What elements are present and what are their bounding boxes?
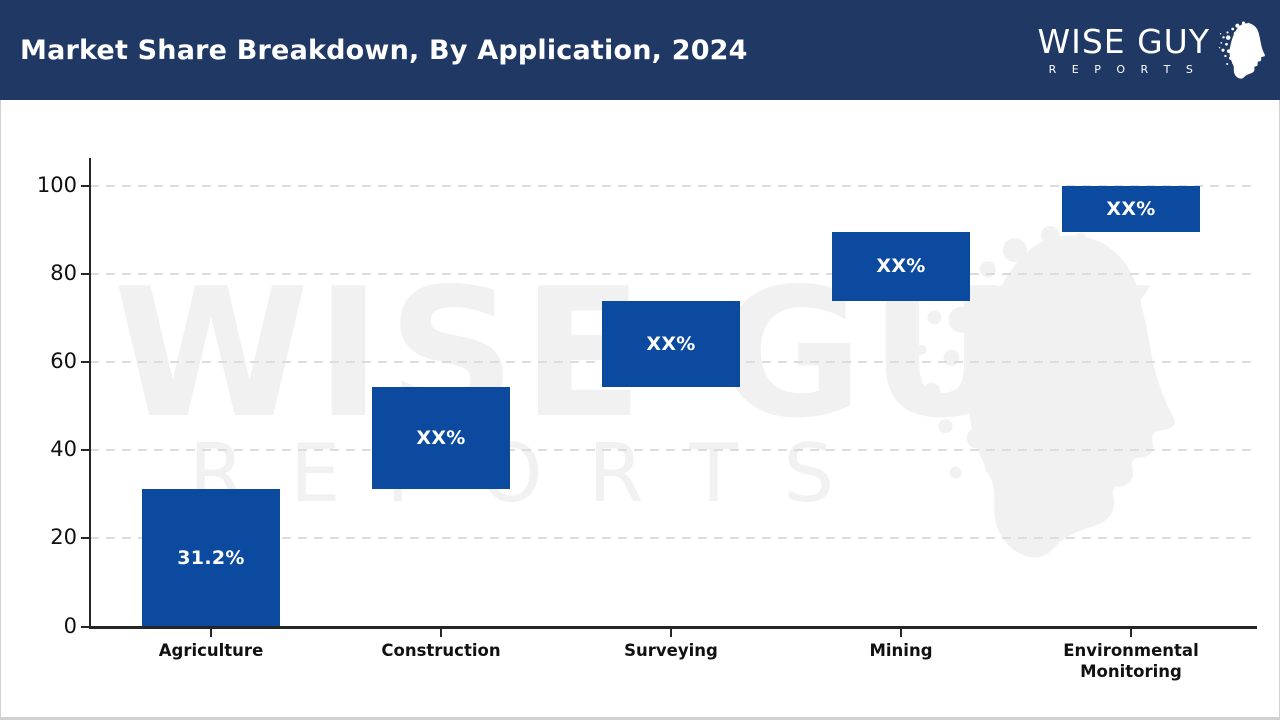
bar-construction: XX%	[372, 386, 510, 490]
gridline	[90, 273, 1256, 276]
logo-subtext: R E P O R T S	[1048, 62, 1199, 76]
y-tick-label: 20	[50, 525, 77, 550]
bar-surveying: XX%	[602, 300, 740, 387]
x-axis-label: Mining	[869, 641, 933, 660]
gridline	[90, 449, 1256, 452]
chart-area: WISE GUY R E P O R T S 0 20 40 60 80 100 31.2%…	[0, 100, 1280, 720]
logo-text: WISE GUY R E P O R T S	[1037, 25, 1210, 76]
wiseguy-logo: WISE GUY R E P O R T S	[1037, 21, 1266, 80]
y-tick-mark	[81, 449, 90, 452]
x-tick-mark	[670, 629, 672, 637]
gridline	[90, 537, 1256, 540]
bar-agriculture: 31.2%	[142, 489, 280, 627]
x-axis-label: Agriculture	[158, 641, 264, 660]
waterfall-chart: 0 20 40 60 80 100 31.2% Agriculture XX% Construct…	[1, 100, 1279, 717]
x-axis-label: Surveying	[624, 641, 718, 660]
y-tick-label: 40	[50, 437, 77, 462]
page-title: Market Share Breakdown, By Application, …	[20, 34, 748, 66]
gridline	[90, 185, 1256, 187]
x-tick-mark	[1130, 629, 1132, 637]
watermark-subtext: R E P O R T S	[189, 427, 845, 520]
y-tick-label: 80	[50, 261, 77, 286]
y-tick-label: 0	[63, 613, 77, 638]
bar-value-label: XX%	[416, 426, 466, 449]
y-tick-mark	[81, 537, 90, 540]
logo-face-icon	[1218, 21, 1265, 79]
y-tick-mark	[81, 185, 90, 187]
bar-value-label: XX%	[1106, 198, 1156, 221]
y-axis-line	[89, 158, 91, 628]
bar-value-label: XX%	[876, 255, 926, 278]
y-tick-label: 100	[36, 173, 77, 197]
x-axis-label: Environmental Monitoring	[1063, 641, 1199, 682]
bar-mining: XX%	[832, 232, 970, 301]
y-tick-mark	[81, 273, 90, 276]
x-tick-mark	[210, 629, 212, 637]
x-tick-mark	[900, 629, 902, 637]
x-tick-mark	[440, 629, 442, 637]
logo-wordmark: WISE GUY	[1037, 21, 1210, 61]
y-tick-mark	[81, 625, 90, 628]
x-axis-line	[89, 626, 1257, 629]
y-tick-label: 60	[50, 349, 77, 374]
bar-value-label: XX%	[646, 332, 696, 355]
y-tick-mark	[81, 361, 90, 364]
bar-environmental-monitoring: XX%	[1062, 186, 1200, 233]
bar-value-label: 31.2%	[177, 546, 245, 569]
x-axis-label: Construction	[381, 641, 501, 660]
header: Market Share Breakdown, By Application, …	[0, 0, 1280, 100]
